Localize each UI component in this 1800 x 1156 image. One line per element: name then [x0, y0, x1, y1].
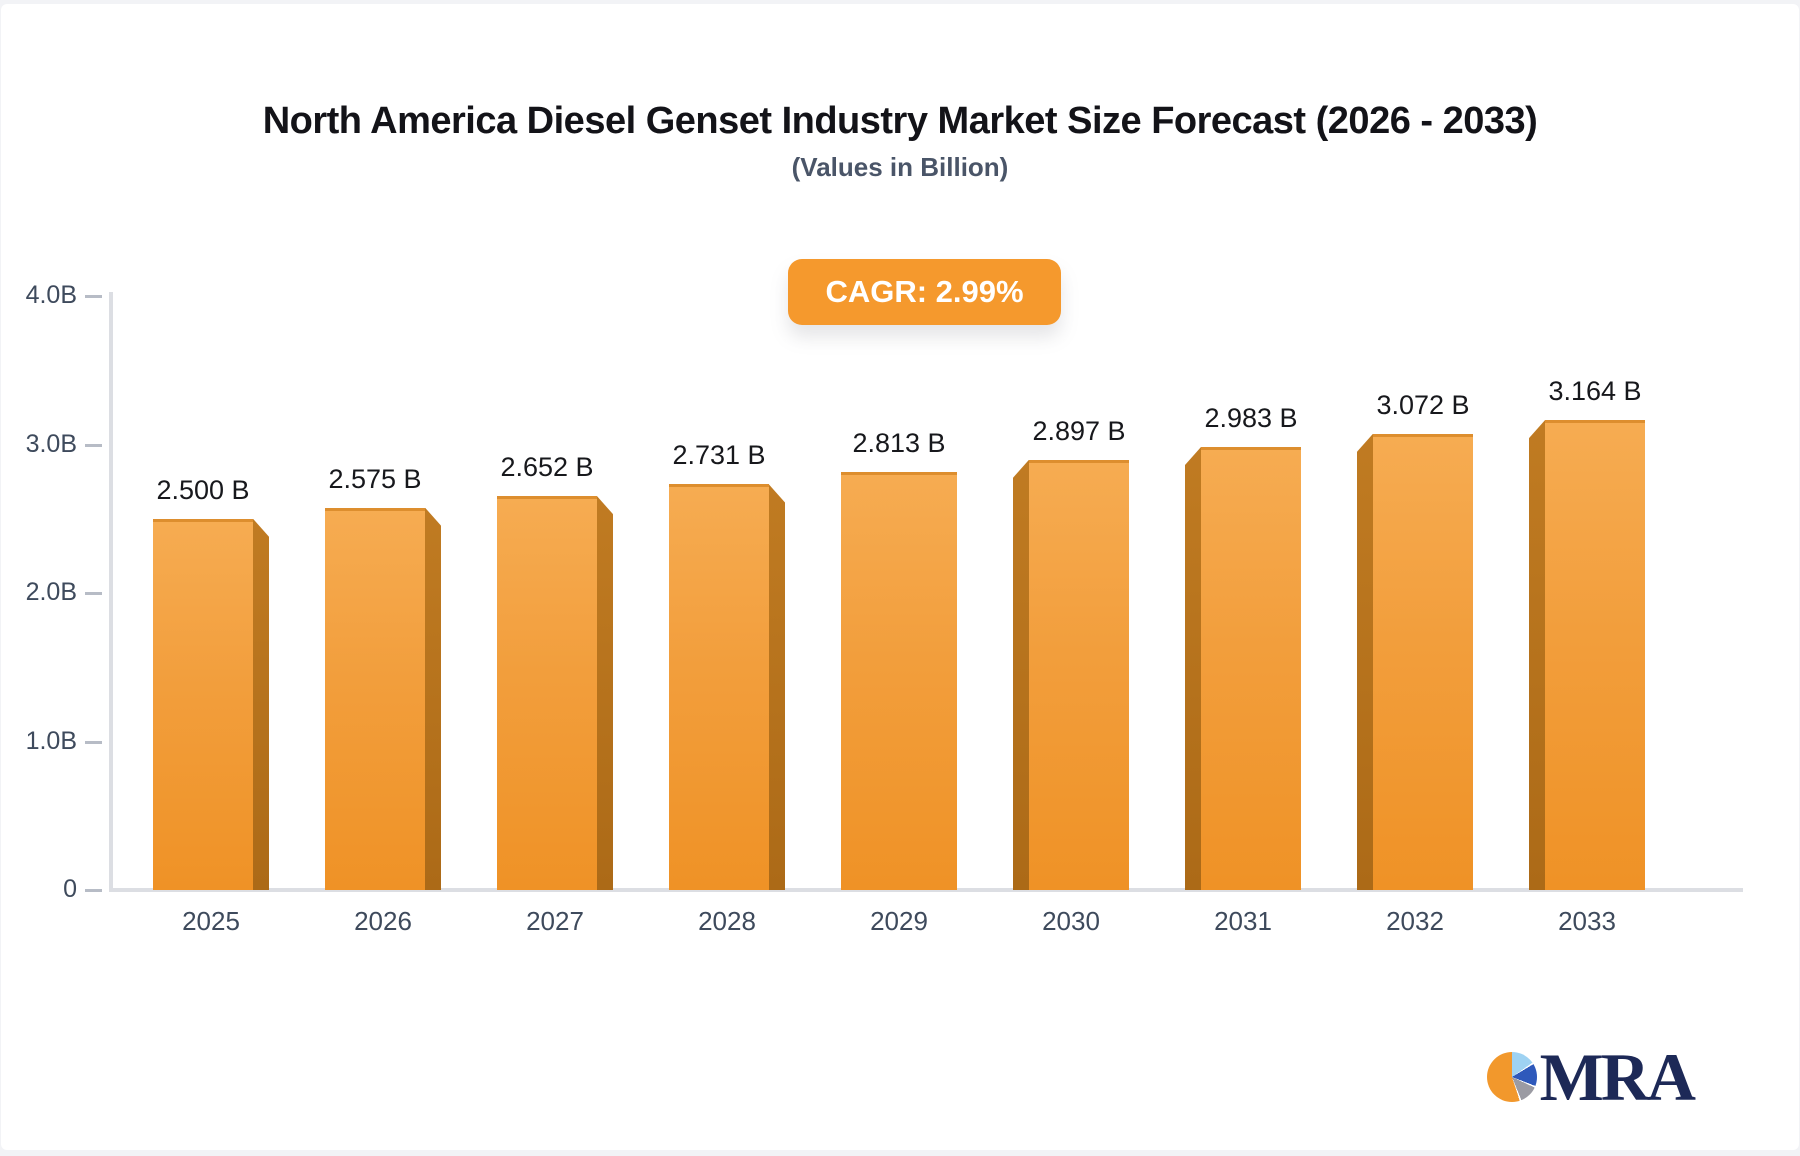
bar-side-panel	[597, 496, 613, 890]
chart-title: North America Diesel Genset Industry Mar…	[262, 100, 1538, 142]
bar-top-edge	[1545, 420, 1645, 424]
x-axis-label: 2026	[354, 906, 412, 936]
bar-top-edge	[325, 507, 425, 511]
x-axis-label: 2032	[1386, 906, 1444, 936]
x-axis-label: 2028	[698, 906, 756, 936]
x-axis-label: 2029	[870, 906, 928, 936]
y-axis-tick	[85, 443, 102, 447]
bar-side-panel	[769, 484, 785, 890]
bar-2032	[1373, 433, 1473, 890]
mra-logo: MRA	[1486, 1039, 1696, 1115]
x-axis-label: 2025	[182, 906, 240, 936]
bar-2025	[153, 518, 253, 890]
y-axis-tick-label: 1.0B	[25, 726, 77, 755]
y-axis-tick	[85, 295, 102, 298]
x-axis-label: 2033	[1558, 906, 1616, 936]
x-axis-label: 2030	[1042, 906, 1100, 936]
bar-value-label: 2.897 B	[1032, 415, 1126, 446]
bar-value-label: 2.575 B	[328, 463, 422, 494]
bar-side-panel	[1529, 420, 1545, 890]
bar-top-edge	[669, 484, 769, 488]
y-axis-tick	[85, 592, 102, 595]
bar-side-panel	[1185, 447, 1201, 890]
bar-chart: 0 1.0B 2.0B 3.0B 4.0B 2.500 B 2025 2.575 B 2026 2…	[1, 4, 1799, 1150]
bar-value-label: 2.983 B	[1204, 403, 1298, 434]
chart-subtitle: (Values in Billion)	[791, 152, 1009, 182]
x-axis-label: 2027	[526, 906, 584, 936]
bar-2028	[669, 484, 769, 890]
bar-2026	[325, 507, 425, 890]
y-axis-tick-label: 3.0B	[25, 429, 77, 458]
bar-2030	[1029, 459, 1129, 890]
cagr-badge: CAGR: 2.99%	[788, 259, 1061, 325]
bar-value-label: 2.731 B	[672, 440, 766, 471]
bar-value-label: 2.652 B	[500, 452, 594, 483]
y-axis-tick-label: 4.0B	[25, 281, 77, 309]
bar-2033	[1545, 420, 1645, 890]
x-axis-line	[109, 888, 1743, 892]
mra-logo-pie-icon	[1486, 1052, 1537, 1102]
bar-value-label: 2.500 B	[156, 474, 250, 505]
y-axis-tick-label: 0	[63, 875, 77, 903]
y-axis-tick	[85, 740, 102, 744]
bar-value-label: 3.164 B	[1548, 376, 1642, 407]
bar-2027	[497, 496, 597, 890]
bar-value-label: 2.813 B	[852, 428, 946, 459]
bar-top-edge	[497, 496, 597, 500]
bar-side-panel	[425, 507, 441, 890]
bar-2029	[841, 472, 957, 890]
bar-top-edge	[1201, 447, 1301, 451]
mra-logo-text: MRA	[1539, 1039, 1696, 1115]
bar-side-panel	[1013, 459, 1029, 890]
y-axis-tick	[85, 889, 102, 892]
bar-2031	[1201, 447, 1301, 890]
x-axis-label: 2031	[1214, 906, 1272, 936]
bar-side-panel	[253, 518, 269, 890]
bar-side-panel	[1357, 433, 1373, 890]
bar-top-edge	[153, 518, 253, 522]
bar-top-edge	[1029, 459, 1129, 463]
y-axis-tick-label: 2.0B	[25, 578, 77, 606]
bar-top-edge	[841, 472, 957, 476]
y-axis-line	[109, 292, 113, 892]
chart-card: North America Diesel Genset Industry Mar…	[1, 4, 1799, 1150]
bar-value-label: 3.072 B	[1376, 389, 1470, 420]
bar-top-edge	[1373, 433, 1473, 437]
